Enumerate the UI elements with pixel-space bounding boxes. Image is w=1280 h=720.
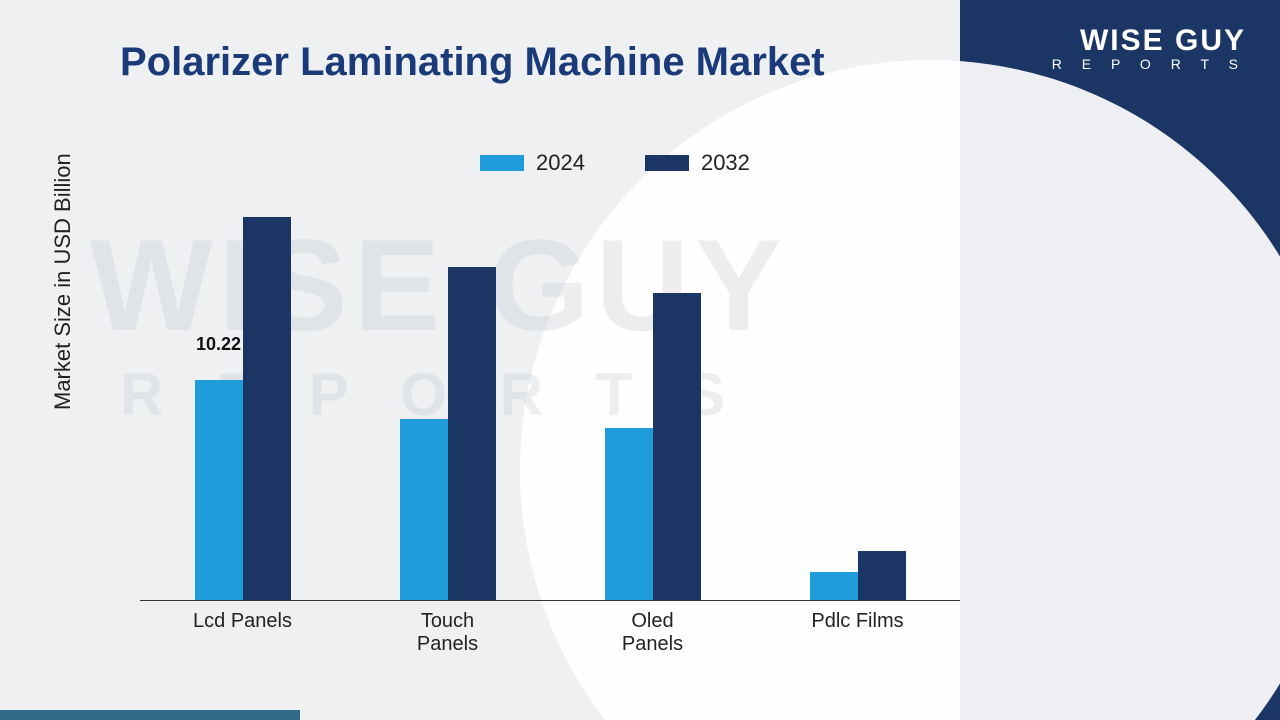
x-category-label: Pdlc Films (755, 610, 960, 656)
page: WISE GUY R E P O R T S Polarizer Laminat… (0, 0, 1280, 720)
bar (653, 293, 701, 600)
bar-value-label: 10.22 (196, 334, 241, 355)
logo-line1: WISE GUY (1052, 24, 1246, 58)
bar (605, 428, 653, 600)
x-category-label: OledPanels (550, 610, 755, 656)
bar (858, 551, 906, 600)
x-category-label: TouchPanels (345, 610, 550, 656)
bar (810, 572, 858, 600)
bar (448, 267, 496, 600)
y-axis-label: Market Size in USD Billion (50, 153, 76, 410)
bar (400, 419, 448, 600)
chart-title: Polarizer Laminating Machine Market (120, 40, 825, 85)
x-axis-labels: Lcd PanelsTouchPanelsOledPanelsPdlc Film… (140, 610, 960, 656)
bar (195, 380, 243, 600)
plot-region: 10.22 (140, 170, 960, 600)
chart-area: Market Size in USD Billion 10.22 Lcd Pan… (60, 150, 960, 670)
brand-logo: WISE GUY R E P O R T S (1052, 24, 1246, 72)
x-axis-line (140, 600, 960, 601)
x-category-label: Lcd Panels (140, 610, 345, 656)
logo-line2: R E P O R T S (1052, 56, 1246, 72)
bar (243, 217, 291, 600)
footer-accent-bar (0, 710, 300, 720)
